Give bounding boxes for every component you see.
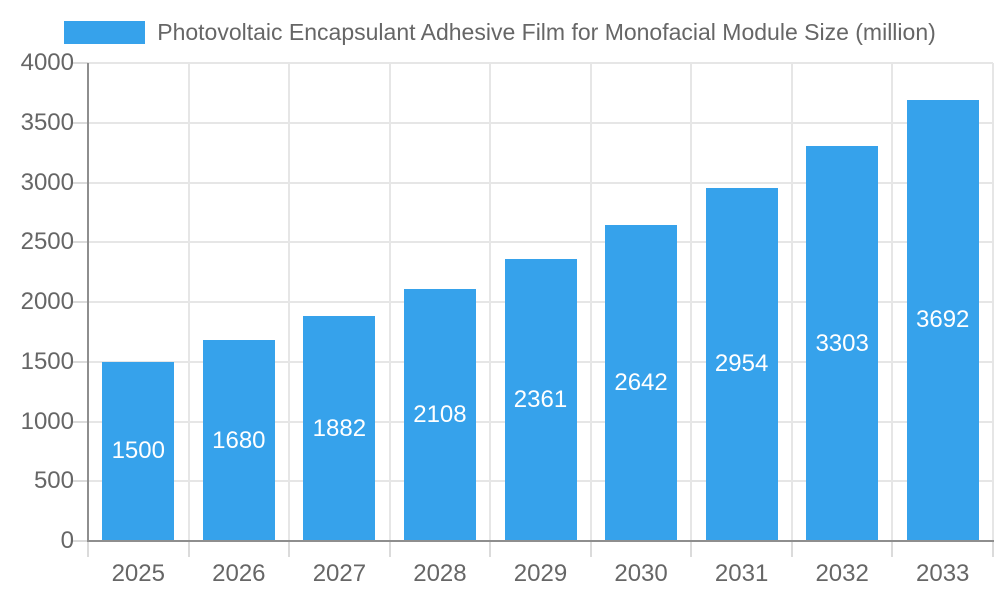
x-axis-tick-label: 2026 xyxy=(212,560,266,587)
legend-color-swatch xyxy=(64,20,146,44)
x-gridline xyxy=(489,63,492,541)
bar-value-label: 3692 xyxy=(916,306,970,334)
x-axis-tick-label: 2025 xyxy=(111,560,165,587)
bar-value-label: 1680 xyxy=(212,426,266,454)
x-gridline xyxy=(790,63,793,541)
y-axis-tick-label: 4000 xyxy=(20,49,74,76)
bar-value-label: 2642 xyxy=(614,369,668,397)
y-gridline xyxy=(88,121,993,124)
y-axis-tick-label: 1000 xyxy=(20,407,74,435)
y-axis-tick xyxy=(72,540,88,542)
x-gridline xyxy=(589,63,592,541)
x-axis-line xyxy=(87,540,994,542)
x-gridline xyxy=(690,63,693,541)
y-axis-tick xyxy=(72,420,88,423)
y-axis-line xyxy=(87,63,89,542)
bar-2029[interactable] xyxy=(504,258,577,541)
bar-2031[interactable] xyxy=(705,187,778,541)
legend-series-label: Photovoltaic Encapsulant Adhesive Film f… xyxy=(157,19,936,45)
x-axis-tick-label: 2030 xyxy=(614,560,668,587)
x-axis-tick xyxy=(489,541,492,557)
x-axis-tick xyxy=(187,541,190,557)
x-axis-tick-label: 2029 xyxy=(513,560,568,587)
bar-value-label: 2361 xyxy=(513,385,568,413)
x-gridline xyxy=(992,63,994,541)
x-gridline xyxy=(187,63,190,541)
y-axis-tick xyxy=(72,62,88,64)
y-axis-tick-label: 3500 xyxy=(20,108,74,136)
y-axis-tick xyxy=(72,241,88,244)
x-axis-tick-label: 2033 xyxy=(916,560,970,587)
x-axis-tick xyxy=(87,541,89,557)
y-gridline xyxy=(88,62,993,64)
x-axis-tick xyxy=(790,541,793,557)
y-axis-tick xyxy=(72,121,88,124)
x-axis-tick xyxy=(690,541,693,557)
x-axis-tick xyxy=(589,541,592,557)
chart-legend[interactable]: Photovoltaic Encapsulant Adhesive Film f… xyxy=(0,19,1000,45)
x-axis-tick-label: 2031 xyxy=(714,560,769,587)
x-gridline xyxy=(891,63,894,541)
y-axis-tick xyxy=(72,360,88,363)
bar-value-label: 2108 xyxy=(413,401,467,429)
bar-2027[interactable] xyxy=(303,316,376,541)
y-axis-tick-label: 0 xyxy=(60,527,74,554)
bar-value-label: 3303 xyxy=(815,329,869,357)
bar-2028[interactable] xyxy=(403,289,476,541)
x-axis-tick-label: 2027 xyxy=(312,560,367,587)
x-gridline xyxy=(388,63,391,541)
y-axis-tick-label: 3000 xyxy=(20,168,74,196)
y-axis-tick-label: 2000 xyxy=(20,288,74,315)
x-axis-tick-label: 2028 xyxy=(413,560,467,587)
bar-2026[interactable] xyxy=(202,340,275,541)
y-gridline xyxy=(88,241,993,244)
bar-2025[interactable] xyxy=(102,361,175,541)
bar-value-label: 1882 xyxy=(312,414,367,442)
x-axis-tick xyxy=(388,541,391,557)
bar-2030[interactable] xyxy=(605,225,678,541)
x-axis-tick xyxy=(891,541,894,557)
x-axis-tick xyxy=(288,541,291,557)
y-axis-tick xyxy=(72,181,88,184)
y-axis-tick xyxy=(72,480,88,483)
bar-2033[interactable] xyxy=(906,99,979,541)
bar-2032[interactable] xyxy=(806,146,879,541)
y-gridline xyxy=(88,181,993,184)
x-gridline xyxy=(288,63,291,541)
x-axis-tick xyxy=(992,541,994,557)
x-axis-tick-label: 2032 xyxy=(815,560,869,587)
y-axis-tick xyxy=(72,301,88,303)
y-axis-tick-label: 1500 xyxy=(20,347,74,375)
y-axis-tick-label: 2500 xyxy=(20,228,74,256)
y-axis-tick-label: 500 xyxy=(33,467,74,495)
bar-value-label: 1500 xyxy=(111,437,165,465)
bar-value-label: 2954 xyxy=(714,350,769,378)
